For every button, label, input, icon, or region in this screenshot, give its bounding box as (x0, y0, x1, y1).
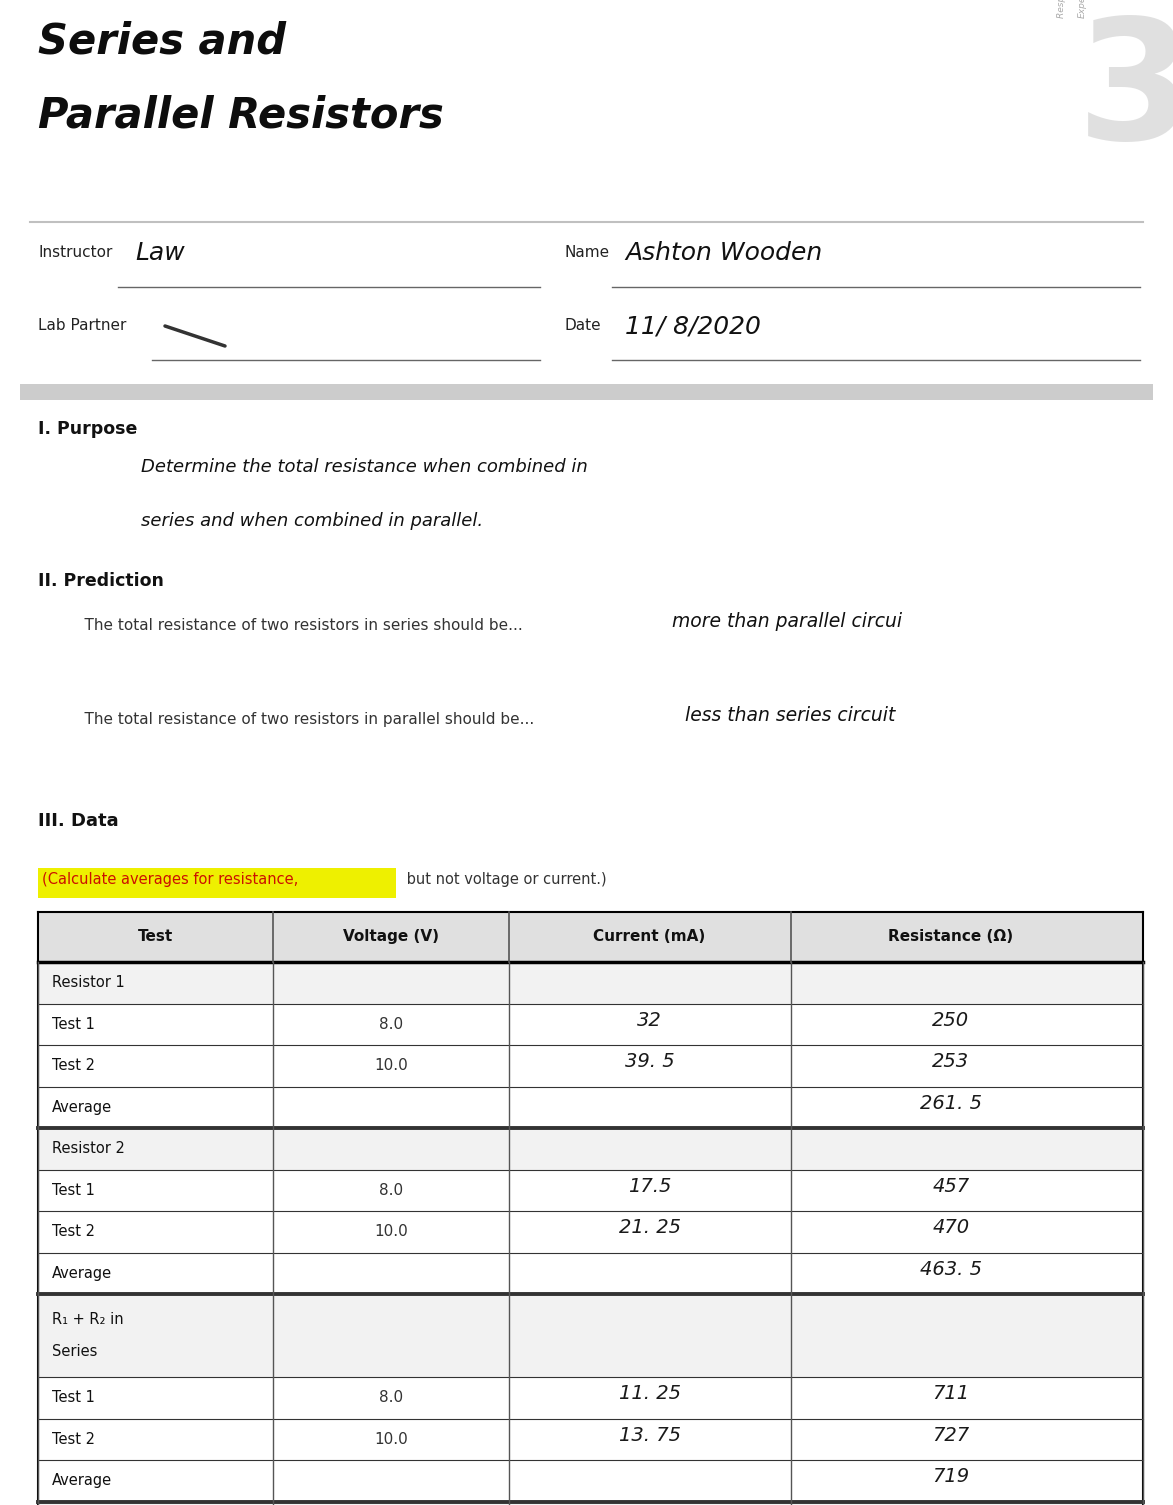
Text: 10.0: 10.0 (374, 1224, 408, 1239)
Text: Series and: Series and (38, 20, 286, 62)
Text: 727: 727 (933, 1425, 969, 1445)
Bar (38, 1087, 1143, 1129)
Text: The total resistance of two resistors in parallel should be...: The total resistance of two resistors in… (65, 712, 540, 727)
Text: Experiment: Experiment (1078, 0, 1086, 18)
Text: II. Prediction: II. Prediction (38, 572, 164, 590)
Text: Instructor: Instructor (38, 245, 113, 260)
Text: Series: Series (52, 1344, 97, 1359)
Text: 39. 5: 39. 5 (625, 1052, 674, 1072)
Text: 250: 250 (933, 1011, 969, 1029)
Bar (38, 1169, 1143, 1212)
Text: more than parallel circui: more than parallel circui (672, 613, 902, 631)
Text: 711: 711 (933, 1385, 969, 1403)
Text: Average: Average (52, 1473, 113, 1488)
Text: Resistor 1: Resistor 1 (52, 975, 124, 990)
Text: Test 1: Test 1 (52, 1391, 95, 1406)
Text: 8.0: 8.0 (379, 1391, 404, 1406)
Text: Response Sh: Response Sh (1058, 0, 1066, 18)
Text: 719: 719 (933, 1467, 969, 1487)
Text: Current (mA): Current (mA) (594, 930, 706, 945)
Bar (38, 1294, 1143, 1377)
Text: Voltage (V): Voltage (V) (343, 930, 439, 945)
Text: 470: 470 (933, 1218, 969, 1237)
Bar (38, 868, 396, 898)
Text: Average: Average (52, 1100, 113, 1115)
Text: 21. 25: 21. 25 (618, 1218, 680, 1237)
Text: Parallel Resistors: Parallel Resistors (38, 95, 443, 137)
Text: (Calculate averages for resistance,: (Calculate averages for resistance, (42, 871, 298, 886)
Text: Test 2: Test 2 (52, 1058, 95, 1073)
Text: Date: Date (565, 318, 602, 333)
Text: less than series circuit: less than series circuit (685, 706, 895, 725)
Bar (38, 1129, 1143, 1169)
Text: Test 1: Test 1 (52, 1017, 95, 1032)
Text: Test: Test (138, 930, 174, 945)
Text: Ashton Wooden: Ashton Wooden (625, 241, 822, 265)
Text: 3: 3 (1077, 12, 1173, 175)
Bar (38, 912, 1143, 962)
Bar (38, 962, 1143, 1004)
Text: 11. 25: 11. 25 (618, 1385, 680, 1403)
Text: Test 2: Test 2 (52, 1224, 95, 1239)
Text: 463. 5: 463. 5 (920, 1260, 982, 1279)
Text: 8.0: 8.0 (379, 1183, 404, 1198)
Text: 10.0: 10.0 (374, 1058, 408, 1073)
Text: Test 2: Test 2 (52, 1431, 95, 1446)
Text: I. Purpose: I. Purpose (38, 420, 137, 438)
Bar (38, 1502, 1143, 1505)
Text: 457: 457 (933, 1177, 969, 1196)
Bar (38, 1044, 1143, 1087)
Text: 17.5: 17.5 (628, 1177, 671, 1196)
Text: series and when combined in parallel.: series and when combined in parallel. (95, 512, 483, 530)
Bar (20, 384, 1153, 400)
Text: Lab Partner: Lab Partner (38, 318, 127, 333)
Text: Resistance (Ω): Resistance (Ω) (888, 930, 1013, 945)
Text: 253: 253 (933, 1052, 969, 1072)
Text: 13. 75: 13. 75 (618, 1425, 680, 1445)
Text: Law: Law (135, 241, 185, 265)
Text: 11/ 8/2020: 11/ 8/2020 (625, 315, 761, 339)
Text: 8.0: 8.0 (379, 1017, 404, 1032)
Text: Name: Name (565, 245, 610, 260)
Text: Average: Average (52, 1266, 113, 1281)
Text: 261. 5: 261. 5 (920, 1094, 982, 1112)
Text: 32: 32 (637, 1011, 662, 1029)
Bar (38, 1377, 1143, 1419)
Bar (38, 1252, 1143, 1294)
Bar (38, 1419, 1143, 1460)
Text: III. Data: III. Data (38, 813, 118, 829)
Text: Resistor 2: Resistor 2 (52, 1141, 124, 1156)
Text: but not voltage or current.): but not voltage or current.) (402, 871, 606, 886)
Bar (38, 1460, 1143, 1502)
Bar (38, 1004, 1143, 1044)
Text: The total resistance of two resistors in series should be...: The total resistance of two resistors in… (65, 619, 528, 634)
Bar (38, 1212, 1143, 1252)
Text: Test 1: Test 1 (52, 1183, 95, 1198)
Text: R₁ + R₂ in: R₁ + R₂ in (52, 1312, 123, 1327)
Text: Determine the total resistance when combined in: Determine the total resistance when comb… (95, 458, 588, 476)
Text: 10.0: 10.0 (374, 1431, 408, 1446)
